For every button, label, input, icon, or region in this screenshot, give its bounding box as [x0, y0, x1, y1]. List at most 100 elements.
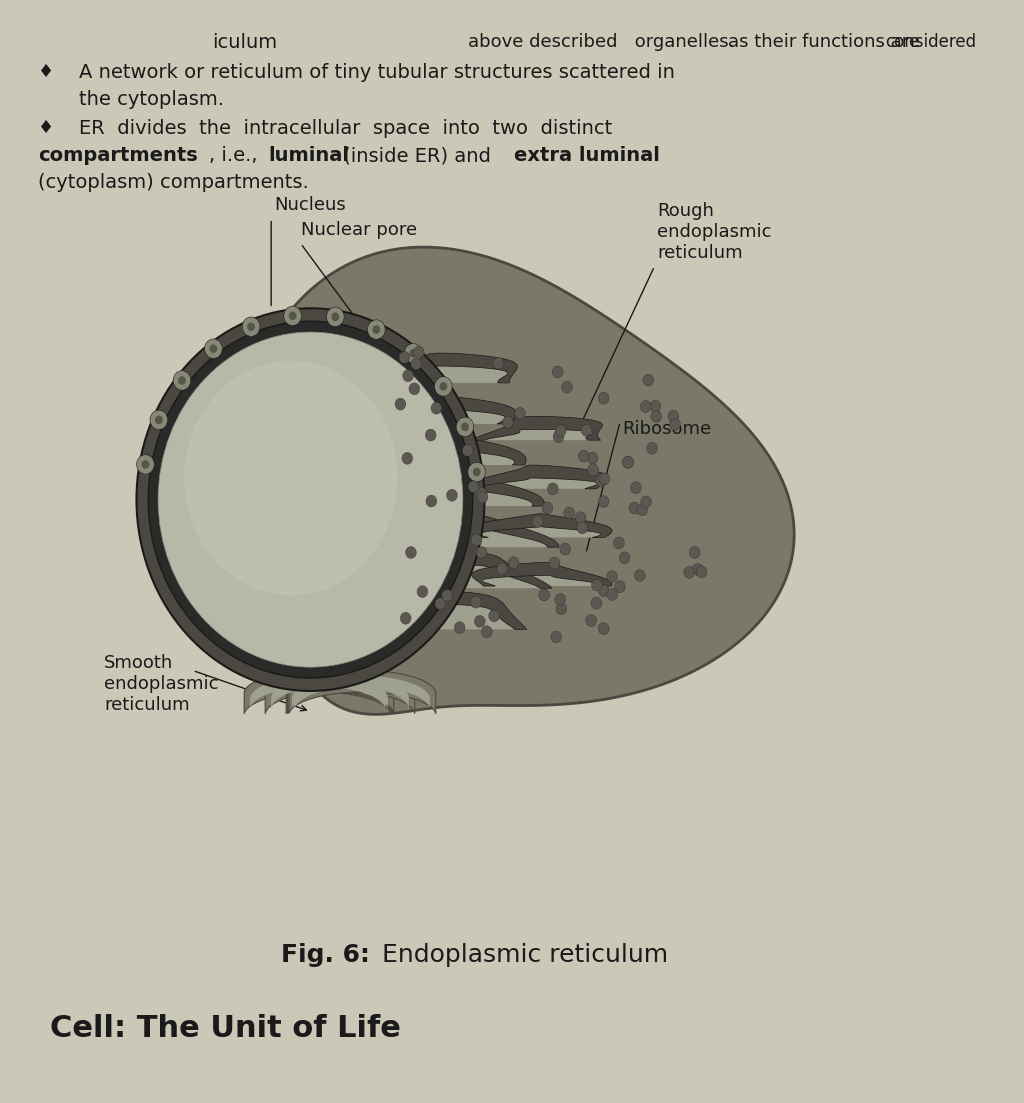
Polygon shape [369, 490, 532, 506]
Circle shape [684, 567, 694, 578]
Polygon shape [362, 527, 547, 547]
Circle shape [411, 357, 422, 370]
Circle shape [455, 622, 465, 633]
Circle shape [284, 307, 301, 325]
Circle shape [503, 416, 513, 428]
Circle shape [373, 325, 380, 334]
Circle shape [635, 569, 645, 581]
Circle shape [692, 564, 703, 576]
Polygon shape [286, 671, 394, 714]
Circle shape [591, 597, 602, 609]
Text: luminal: luminal [268, 147, 349, 165]
Circle shape [555, 425, 566, 437]
Text: the cytoplasm.: the cytoplasm. [80, 90, 224, 109]
Circle shape [210, 344, 217, 353]
Circle shape [404, 343, 422, 363]
Polygon shape [288, 671, 415, 714]
Circle shape [402, 370, 414, 382]
Circle shape [395, 398, 406, 410]
Text: A network or reticulum of tiny tubular structures scattered in: A network or reticulum of tiny tubular s… [80, 63, 676, 82]
Circle shape [606, 570, 617, 582]
Polygon shape [292, 676, 388, 708]
Polygon shape [385, 366, 508, 383]
Circle shape [173, 371, 190, 390]
Circle shape [532, 515, 543, 527]
Circle shape [696, 566, 707, 578]
Text: Ribosome: Ribosome [623, 419, 712, 438]
Circle shape [148, 321, 473, 678]
Circle shape [508, 557, 519, 569]
Polygon shape [472, 563, 612, 586]
Circle shape [474, 615, 485, 628]
Circle shape [399, 352, 410, 363]
Circle shape [417, 586, 428, 598]
Circle shape [141, 460, 150, 469]
Polygon shape [373, 353, 517, 383]
Circle shape [435, 598, 445, 610]
Polygon shape [354, 552, 552, 588]
Circle shape [410, 349, 417, 357]
Text: ER  divides  the  intracellular  space  into  two  distinct: ER divides the intracellular space into … [80, 119, 612, 138]
Polygon shape [294, 676, 409, 708]
Circle shape [647, 442, 657, 454]
Text: as their functions are: as their functions are [728, 33, 921, 51]
Text: , i.e.,: , i.e., [209, 147, 264, 165]
Polygon shape [372, 604, 515, 630]
Circle shape [613, 537, 625, 549]
Polygon shape [359, 591, 526, 630]
Circle shape [564, 507, 574, 518]
Circle shape [623, 457, 634, 469]
Text: above described   organelles.: above described organelles. [468, 33, 734, 51]
Circle shape [599, 473, 609, 485]
Circle shape [414, 346, 424, 358]
Circle shape [477, 491, 487, 503]
Text: Fig. 6:: Fig. 6: [281, 943, 370, 967]
Circle shape [629, 502, 640, 514]
Circle shape [488, 610, 500, 622]
Circle shape [579, 450, 589, 462]
Circle shape [623, 457, 634, 468]
Circle shape [588, 463, 599, 475]
Circle shape [641, 496, 651, 507]
Circle shape [607, 589, 617, 600]
Circle shape [205, 339, 222, 358]
Text: (cytoplasm) compartments.: (cytoplasm) compartments. [38, 173, 309, 192]
Polygon shape [244, 671, 391, 714]
Polygon shape [295, 676, 430, 708]
Circle shape [446, 490, 458, 501]
Polygon shape [479, 526, 601, 537]
Circle shape [493, 357, 504, 370]
Circle shape [598, 585, 609, 597]
Polygon shape [484, 429, 593, 440]
Circle shape [158, 332, 463, 667]
Circle shape [470, 597, 481, 608]
Circle shape [556, 602, 566, 614]
Circle shape [178, 376, 186, 385]
Circle shape [468, 481, 479, 493]
Polygon shape [289, 671, 436, 714]
Text: Nucleus: Nucleus [274, 196, 346, 214]
Circle shape [631, 482, 641, 494]
Polygon shape [250, 676, 385, 708]
Circle shape [155, 416, 163, 425]
Circle shape [670, 419, 681, 430]
Circle shape [332, 312, 339, 321]
Circle shape [471, 534, 482, 546]
Circle shape [575, 512, 586, 524]
Circle shape [586, 614, 597, 627]
Circle shape [640, 400, 651, 413]
Circle shape [476, 547, 486, 558]
Circle shape [476, 488, 487, 500]
Circle shape [587, 452, 598, 464]
Circle shape [552, 366, 563, 378]
Circle shape [542, 502, 553, 514]
Circle shape [539, 589, 550, 601]
Polygon shape [271, 676, 386, 708]
Circle shape [461, 422, 469, 431]
Circle shape [368, 320, 385, 340]
Circle shape [441, 589, 453, 601]
Text: Rough
endoplasmic
reticulum: Rough endoplasmic reticulum [657, 202, 772, 261]
Circle shape [409, 383, 420, 395]
Circle shape [549, 557, 560, 569]
Circle shape [689, 546, 700, 558]
